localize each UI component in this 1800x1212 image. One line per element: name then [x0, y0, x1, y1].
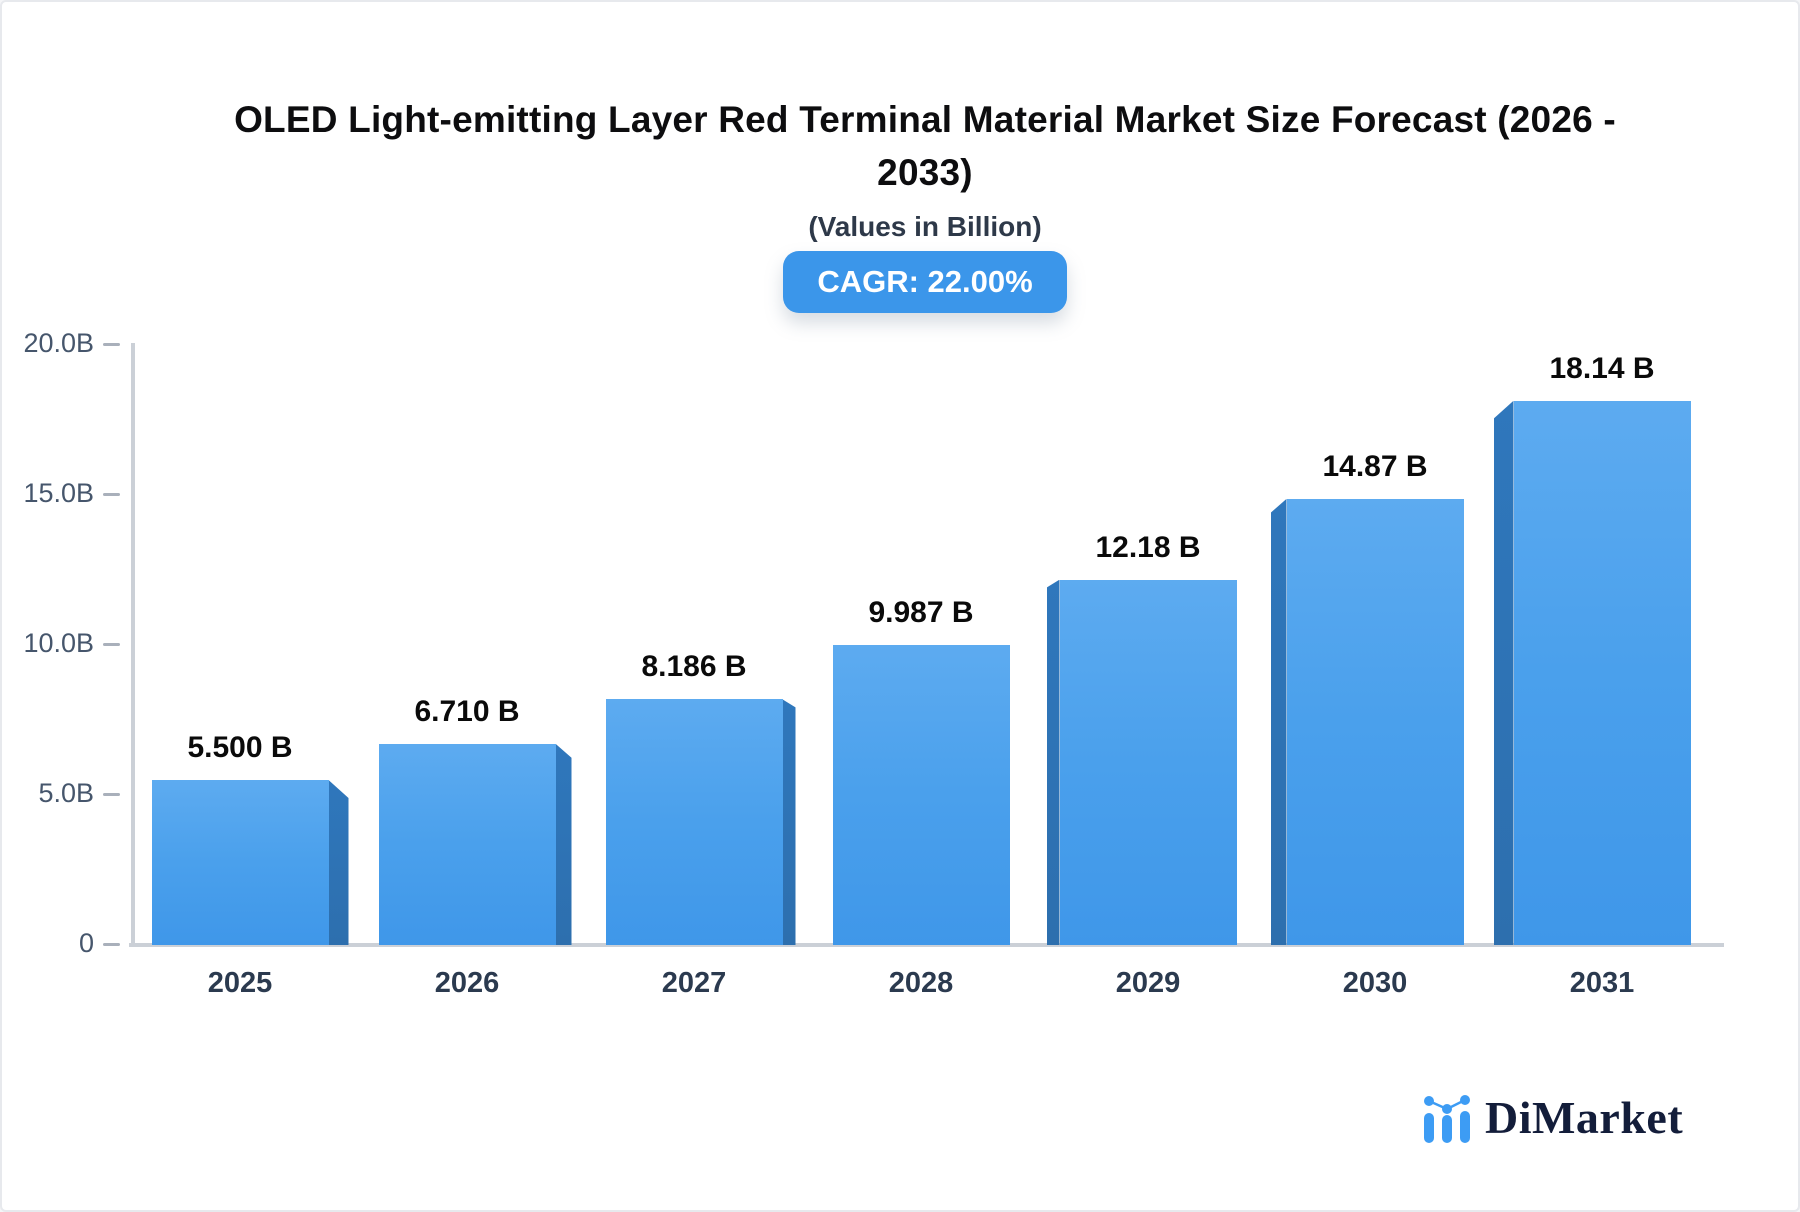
bar-2027 — [605, 699, 783, 945]
y-tick-label: 0 — [78, 928, 94, 958]
chart-header: OLED Light-emitting Layer Red Terminal M… — [52, 94, 1798, 314]
brand-name: DiMarket — [1485, 1091, 1684, 1143]
chart-title: OLED Light-emitting Layer Red Terminal M… — [160, 94, 1690, 199]
y-axis-line — [131, 343, 135, 947]
bar-3d-side — [1046, 579, 1060, 945]
y-tick-label: 20.0B — [23, 328, 94, 358]
bar-2028 — [832, 645, 1010, 945]
bar-2031 — [1513, 400, 1691, 945]
bar-value-label: 12.18 B — [1095, 530, 1201, 564]
x-axis-label-2025: 2025 — [207, 967, 273, 999]
y-tick-mark — [103, 493, 120, 496]
x-axis-label-2028: 2028 — [888, 967, 954, 999]
x-axis-label-2027: 2027 — [661, 967, 727, 999]
chart-title-line2: 2033) — [877, 151, 973, 193]
bar-value-label: 18.14 B — [1549, 351, 1655, 385]
bar-value-label: 6.710 B — [414, 694, 520, 728]
bar-chart-dots-icon — [1424, 1095, 1470, 1143]
brand-watermark: DiMarket — [1422, 1090, 1683, 1144]
y-tick-label: 10.0B — [23, 628, 94, 658]
bar-2026 — [378, 743, 556, 945]
bar-value-label: 9.987 B — [868, 596, 974, 630]
bar-2025 — [151, 780, 329, 945]
x-axis-label-2026: 2026 — [434, 967, 500, 999]
bar-3d-side — [328, 780, 349, 945]
bar-3d-side — [782, 699, 796, 945]
x-axis-label-2031: 2031 — [1569, 967, 1635, 999]
chart-title-line1: OLED Light-emitting Layer Red Terminal M… — [234, 99, 1616, 140]
bar-value-label: 14.87 B — [1322, 449, 1428, 483]
bar-3d-side — [555, 743, 572, 945]
y-tick-label: 5.0B — [38, 778, 94, 808]
x-axis-line — [129, 943, 1724, 947]
y-tick-mark — [103, 943, 120, 946]
bar-2030 — [1286, 498, 1464, 945]
y-tick-label: 15.0B — [23, 478, 94, 508]
y-tick-mark — [103, 643, 120, 646]
x-axis-label-2030: 2030 — [1342, 967, 1408, 999]
y-tick-mark — [103, 793, 120, 796]
bar-3d-side — [1270, 498, 1287, 945]
cagr-badge: CAGR: 22.00% — [783, 251, 1067, 314]
bar-value-label: 5.500 B — [187, 731, 293, 764]
bar-3d-side — [1493, 400, 1514, 945]
x-axis-label-2029: 2029 — [1115, 967, 1181, 999]
y-tick-mark — [103, 343, 120, 346]
chart-subtitle: (Values in Billion) — [808, 211, 1042, 243]
bar-2029 — [1059, 579, 1237, 945]
bar-value-label: 8.186 B — [641, 650, 747, 684]
